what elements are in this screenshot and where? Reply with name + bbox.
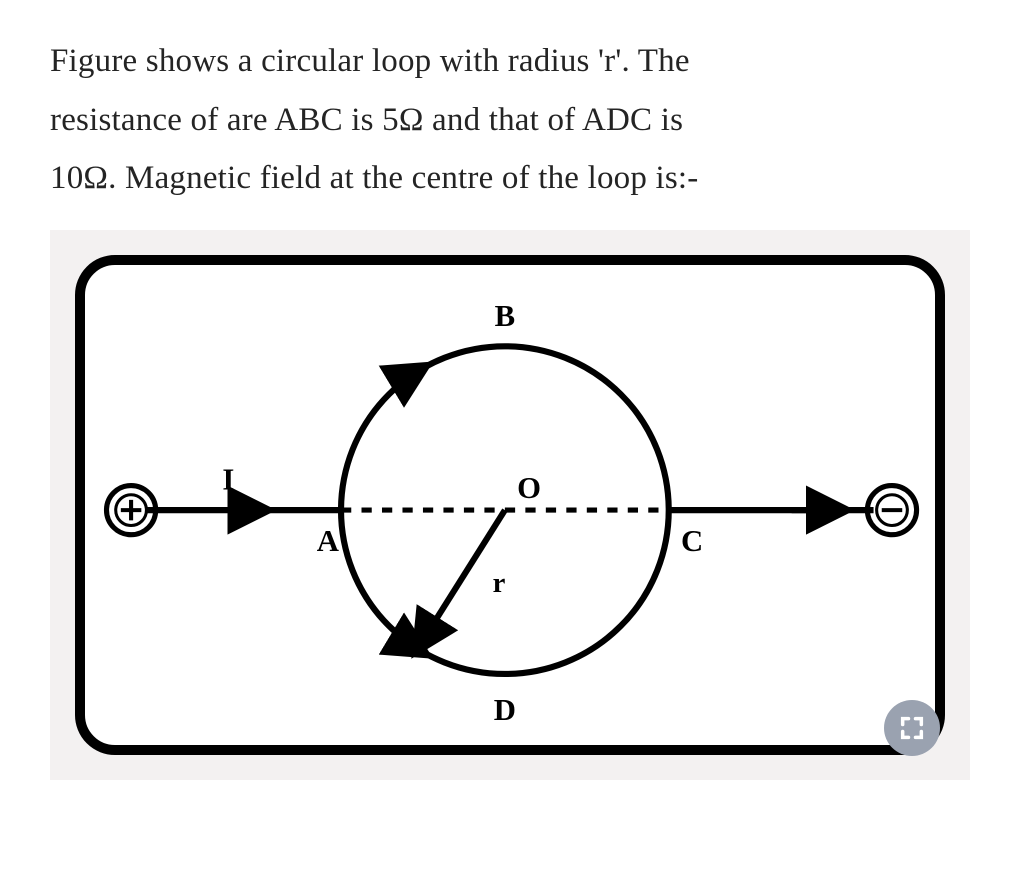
label-B: B [495,299,516,333]
terminal-minus [867,486,916,535]
question-line-1: Figure shows a circular loop with radius… [50,43,690,79]
label-A: A [317,524,339,558]
label-D: D [494,693,516,727]
label-r: r [493,567,506,599]
fullscreen-icon [898,714,926,742]
figure-container: B D A C O r I [50,230,970,780]
label-I: I [222,463,234,497]
circuit-diagram-svg: B D A C O r I [85,265,935,745]
label-C: C [681,524,703,558]
question-line-2: resistance of are ABC is 5Ω and that of … [50,102,683,138]
diagram-panel: B D A C O r I [75,255,945,755]
page-root: Figure shows a circular loop with radius… [0,0,1024,871]
question-line-3: 10Ω. Magnetic field at the centre of the… [50,160,699,196]
label-O: O [517,471,541,505]
fullscreen-button[interactable] [884,700,940,756]
question-text: Figure shows a circular loop with radius… [50,32,984,208]
